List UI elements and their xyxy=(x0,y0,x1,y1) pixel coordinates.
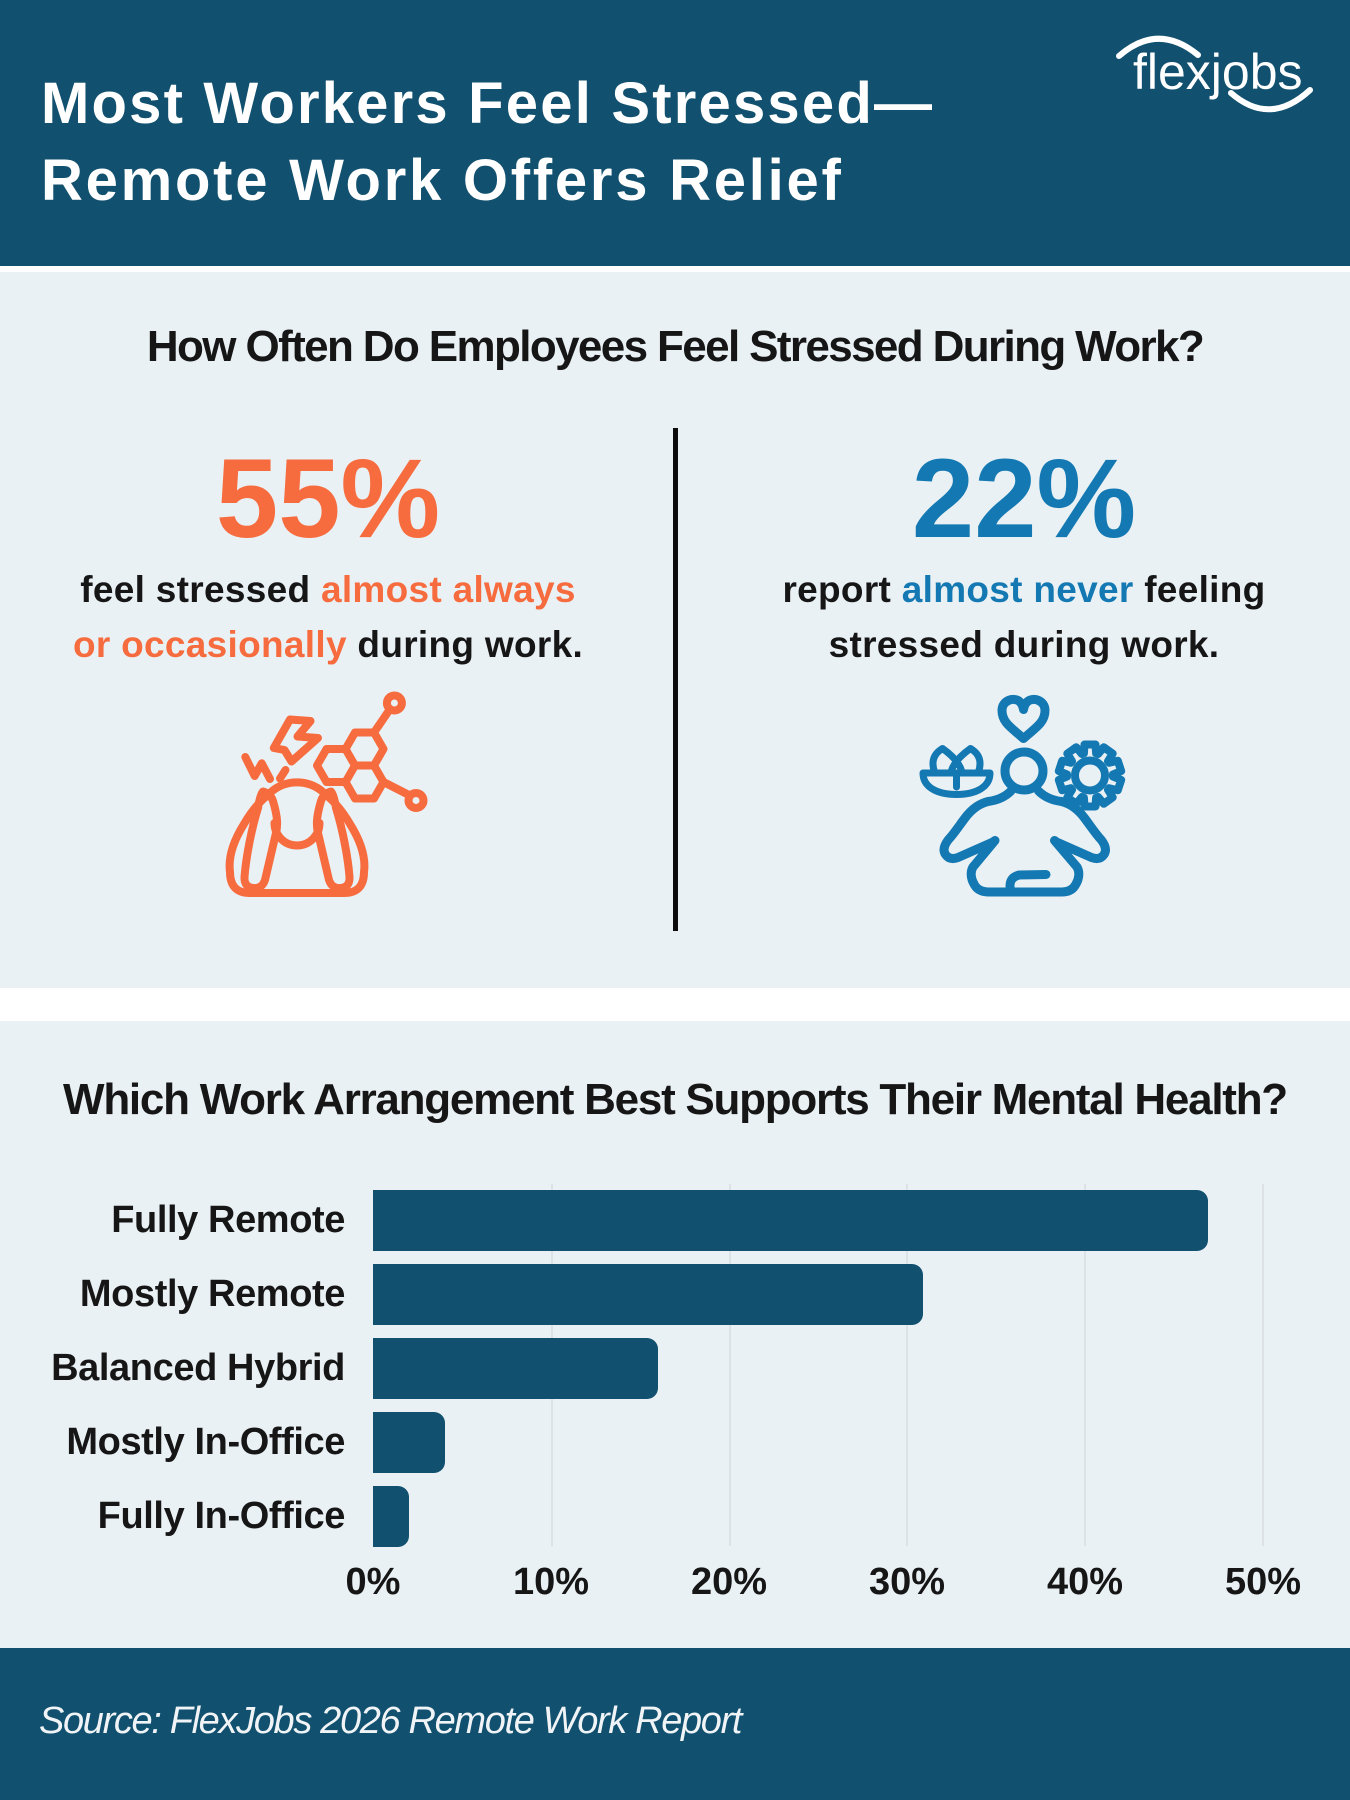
svg-text:flexjobs: flexjobs xyxy=(1133,44,1303,100)
